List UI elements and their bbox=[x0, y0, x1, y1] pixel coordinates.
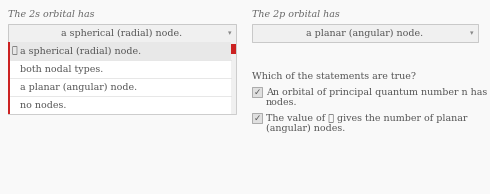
Bar bbox=[231, 44, 236, 54]
Text: a spherical (radial) node.: a spherical (radial) node. bbox=[61, 29, 183, 38]
Text: The 2p orbital has: The 2p orbital has bbox=[252, 10, 340, 19]
Bar bbox=[8, 42, 10, 114]
Text: nodes.: nodes. bbox=[266, 98, 297, 107]
Text: (angular) nodes.: (angular) nodes. bbox=[266, 124, 345, 133]
Text: The 2s orbital has: The 2s orbital has bbox=[8, 10, 95, 19]
Text: no nodes.: no nodes. bbox=[20, 100, 66, 109]
Bar bbox=[8, 24, 236, 42]
Text: a spherical (radial) node.: a spherical (radial) node. bbox=[20, 46, 141, 55]
Text: An orbital of principal quantum number n has n − 1: An orbital of principal quantum number n… bbox=[266, 88, 490, 97]
Bar bbox=[8, 42, 236, 114]
Text: ✓: ✓ bbox=[253, 113, 261, 122]
Bar bbox=[252, 24, 478, 42]
Bar bbox=[252, 113, 262, 123]
Text: Which of the statements are true?: Which of the statements are true? bbox=[252, 72, 416, 81]
Text: a planar (angular) node.: a planar (angular) node. bbox=[20, 82, 137, 92]
Text: ▾: ▾ bbox=[228, 30, 232, 36]
Text: ✓: ✓ bbox=[12, 47, 18, 55]
Text: ✓: ✓ bbox=[253, 87, 261, 96]
Bar bbox=[231, 42, 236, 114]
Text: a planar (angular) node.: a planar (angular) node. bbox=[306, 29, 423, 38]
Text: The value of ℓ gives the number of planar: The value of ℓ gives the number of plana… bbox=[266, 114, 467, 123]
Text: both nodal types.: both nodal types. bbox=[20, 64, 103, 74]
Text: ▾: ▾ bbox=[470, 30, 474, 36]
Bar bbox=[252, 87, 262, 97]
Bar bbox=[10, 42, 231, 60]
